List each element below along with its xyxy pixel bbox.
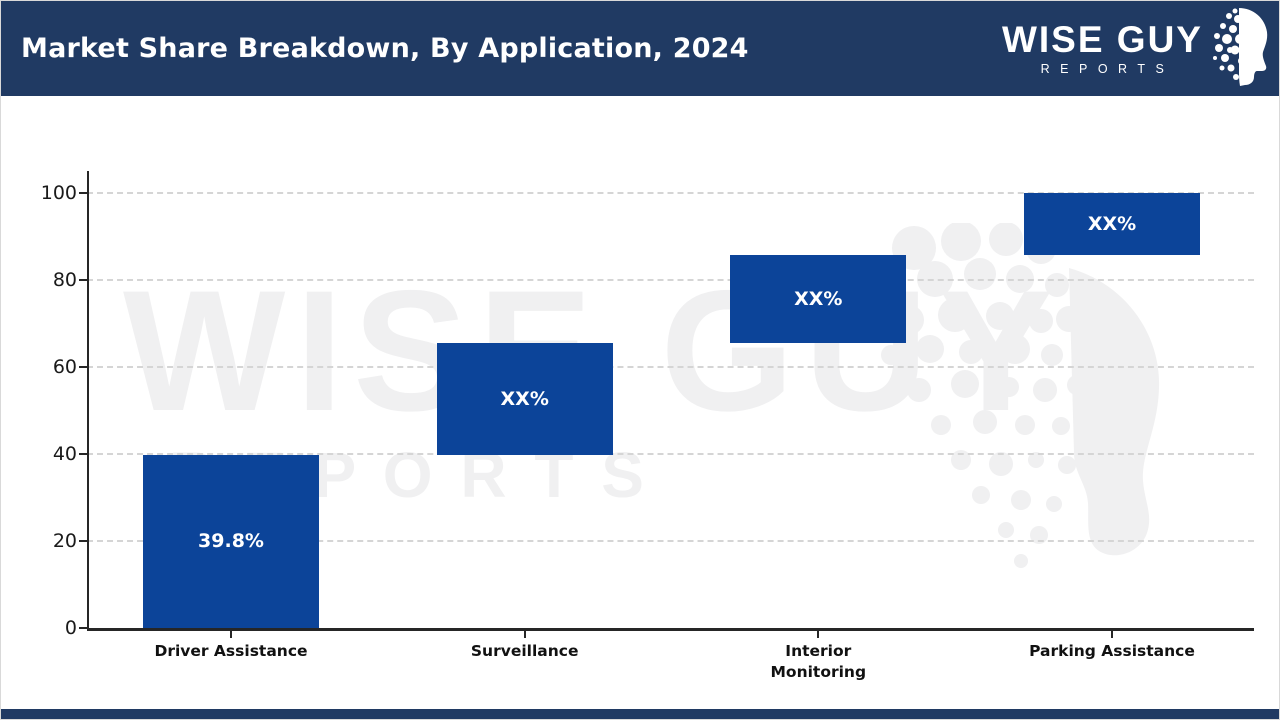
y-tick-label-0: 0 [64, 617, 77, 639]
y-tick-40 [79, 453, 87, 455]
y-tick-label-100: 100 [40, 182, 77, 204]
y-tick-100 [79, 192, 87, 194]
header-bar: Market Share Breakdown, By Application, … [1, 1, 1279, 96]
bar-value-label: XX% [794, 287, 843, 310]
category-label-driver-assistance: Driver Assistance [154, 642, 308, 660]
x-tick-3 [1111, 631, 1113, 638]
category-label-surveillance: Surveillance [470, 642, 579, 660]
footer-bar [1, 709, 1279, 719]
bar-value-label: XX% [1087, 212, 1137, 235]
y-tick-label-60: 60 [52, 356, 77, 378]
y-tick-60 [79, 366, 87, 368]
bar-value-label: 39.8% [198, 530, 264, 553]
category-label-parking-assistance: Parking Assistance [1029, 642, 1195, 660]
y-tick-80 [79, 279, 87, 281]
wiseguy-head-logo-icon [1209, 6, 1271, 92]
bar-parking-assistance: XX% [1024, 193, 1200, 255]
gridline-20 [87, 540, 1254, 542]
y-tick-label-80: 80 [52, 269, 77, 291]
bar-surveillance: XX% [436, 343, 613, 455]
x-tick-2 [817, 631, 820, 638]
gridline-80 [87, 279, 1254, 281]
y-axis [87, 171, 89, 630]
y-tick-label-40: 40 [52, 443, 77, 465]
category-label-interior-monitoring: Interior Monitoring [770, 642, 867, 681]
bar-interior-monitoring: XX% [730, 254, 907, 344]
watermark-head-icon [869, 221, 1179, 587]
wiseguy-logo: WISE GUY REPORTS [1002, 6, 1271, 92]
y-tick-20 [79, 540, 87, 542]
gridline-40 [87, 453, 1254, 455]
logo-subtext: REPORTS [1040, 62, 1175, 76]
y-tick-0 [79, 627, 87, 629]
gridline-60 [87, 366, 1254, 368]
bar-value-label: XX% [500, 387, 549, 410]
page-title: Market Share Breakdown, By Application, … [21, 33, 749, 64]
x-tick-0 [230, 631, 232, 638]
bar-driver-assistance: 39.8% [143, 454, 319, 628]
x-axis [87, 628, 1254, 631]
gridline-100 [87, 192, 1254, 194]
logo-wordmark: WISE GUY [1001, 19, 1203, 60]
y-tick-label-20: 20 [52, 530, 77, 552]
x-tick-1 [523, 631, 526, 638]
